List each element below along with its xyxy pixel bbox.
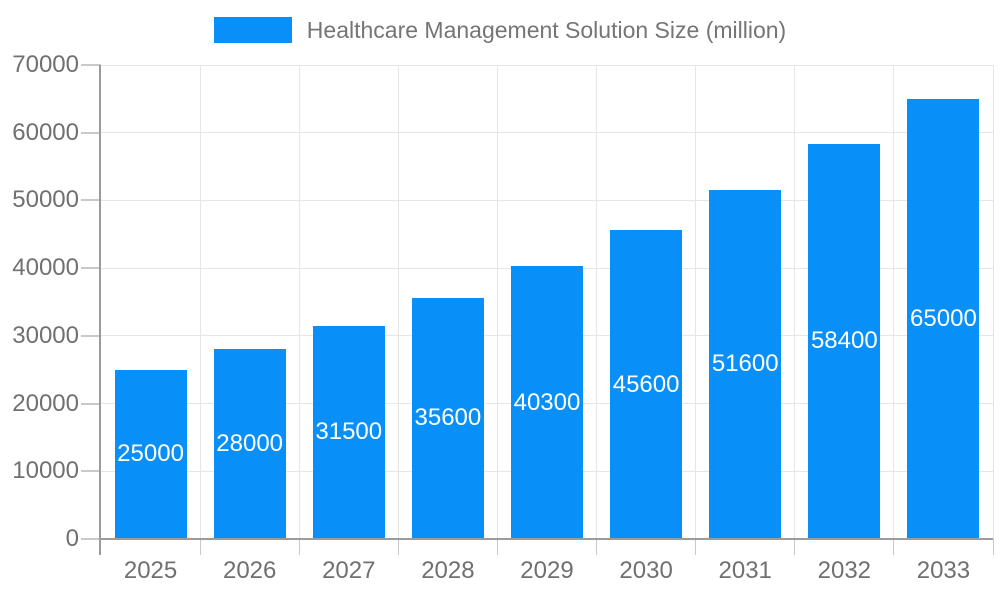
- x-tick: [596, 539, 598, 555]
- x-tick-label: 2033: [916, 557, 971, 584]
- y-tick-label: 30000: [12, 321, 79, 349]
- y-tick-label: 10000: [12, 457, 79, 485]
- x-tick: [199, 539, 201, 555]
- bar-value-label: 58400: [810, 327, 878, 355]
- x-tick-label: 2032: [817, 557, 872, 584]
- x-gridline: [496, 65, 498, 539]
- y-tick-label: 70000: [12, 51, 79, 78]
- y-tick: [81, 470, 101, 473]
- bar-2033[interactable]: [907, 98, 980, 539]
- bar-value-label: 40300: [513, 388, 581, 416]
- bar-value-label: 65000: [910, 304, 977, 332]
- x-gridline: [298, 65, 300, 539]
- y-gridline: [101, 64, 993, 66]
- x-tick: [695, 539, 697, 555]
- legend-swatch: [213, 17, 292, 43]
- bar-value-label: 51600: [711, 350, 779, 378]
- bar-2026[interactable]: [213, 349, 286, 539]
- x-tick: [992, 539, 994, 555]
- x-gridline: [794, 65, 796, 539]
- y-tick-label: 20000: [12, 389, 79, 417]
- bar-value-label: 35600: [414, 404, 482, 432]
- x-tick: [496, 539, 498, 555]
- x-gridline: [695, 65, 697, 539]
- y-gridline: [101, 199, 993, 201]
- legend-label: Healthcare Management Solution Size (mil…: [306, 16, 787, 43]
- x-tick-label: 2027: [322, 557, 376, 584]
- y-tick-label: 0: [65, 525, 79, 552]
- x-gridline: [893, 65, 895, 539]
- x-tick-label: 2029: [520, 557, 574, 584]
- legend[interactable]: Healthcare Management Solution Size (mil…: [0, 14, 1000, 46]
- y-tick: [81, 131, 101, 134]
- bar-2029[interactable]: [511, 266, 583, 539]
- y-tick-label: 50000: [12, 186, 79, 214]
- bar-value-label: 28000: [216, 430, 284, 458]
- bar-value-label: 25000: [117, 440, 184, 468]
- bar-2028[interactable]: [411, 297, 484, 539]
- x-tick-label: 2026: [222, 557, 277, 584]
- x-tick: [794, 539, 796, 555]
- bar-2031[interactable]: [709, 189, 782, 539]
- bar-2025[interactable]: [114, 369, 187, 539]
- y-axis-line: [99, 65, 101, 555]
- y-tick: [81, 402, 101, 405]
- bar-2030[interactable]: [610, 230, 683, 539]
- x-tick-label: 2031: [718, 557, 772, 584]
- bar-2027[interactable]: [312, 325, 385, 539]
- x-gridline: [596, 65, 598, 539]
- x-gridline: [992, 65, 994, 539]
- bar-2032[interactable]: [808, 143, 881, 539]
- y-tick: [81, 538, 101, 540]
- bar-value-label: 31500: [315, 418, 383, 446]
- x-tick-label: 2030: [619, 557, 673, 584]
- y-tick: [81, 64, 101, 66]
- x-tick: [893, 539, 895, 555]
- y-tick: [81, 199, 101, 202]
- y-gridline: [101, 132, 993, 134]
- bar-value-label: 45600: [612, 370, 680, 398]
- y-tick-label: 40000: [12, 254, 79, 282]
- x-axis-line: [101, 538, 993, 540]
- x-gridline: [397, 65, 399, 539]
- x-tick-label: 2025: [123, 557, 178, 584]
- x-tick: [298, 539, 300, 555]
- y-tick-label: 60000: [12, 118, 79, 146]
- y-tick: [81, 334, 101, 337]
- x-tick-label: 2028: [421, 557, 475, 584]
- x-gridline: [199, 65, 201, 539]
- y-tick: [81, 267, 101, 270]
- x-tick: [397, 539, 399, 555]
